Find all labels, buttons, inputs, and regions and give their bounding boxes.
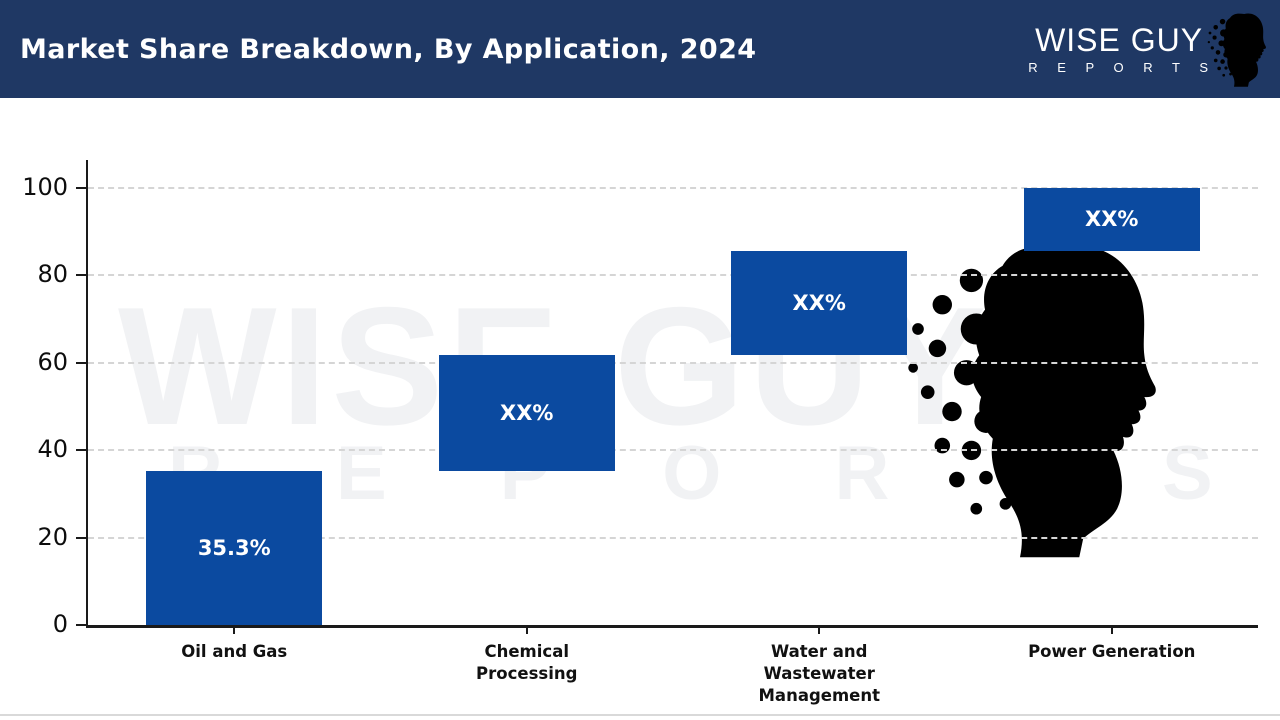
page-title: Market Share Breakdown, By Application, …: [20, 33, 757, 65]
gridline: [88, 449, 1258, 451]
bar-value-label: 35.3%: [197, 535, 271, 560]
header-bar: Market Share Breakdown, By Application, …: [0, 0, 1280, 98]
gridline: [88, 361, 1258, 364]
gridline: [88, 274, 1258, 276]
y-axis-tick: [76, 361, 88, 364]
y-axis-tick-label: 20: [37, 522, 68, 551]
bar-segment: XX%: [731, 250, 908, 355]
wiseguy-logo-name: WISE GUY: [1035, 21, 1204, 58]
x-axis-tick: [525, 625, 528, 634]
y-axis-tick: [76, 624, 88, 626]
x-axis-tick: [1110, 625, 1113, 634]
bar-segment: 35.3%: [146, 470, 323, 625]
bar-value-label: XX%: [792, 290, 846, 315]
plot-area: 0 20 40 60 80 100 35.3% Oil and Gas XX% Chemical …: [22, 160, 1258, 705]
x-axis-line: [86, 625, 1258, 628]
y-axis-tick-label: 60: [37, 347, 68, 376]
x-axis-category-label: Chemical Processing: [476, 642, 578, 683]
y-axis-tick: [76, 274, 88, 276]
x-axis-tick: [233, 625, 236, 634]
bottom-divider: [0, 714, 1280, 716]
bar-segment: XX%: [1023, 187, 1200, 251]
wiseguy-logo-text: WISE GUY R E P O R T S: [1022, 24, 1216, 75]
x-axis-tick: [818, 625, 821, 634]
y-axis-tick: [76, 536, 88, 539]
bar-value-label: XX%: [1085, 207, 1139, 232]
y-axis-line: [86, 160, 88, 627]
gridline: [88, 186, 1258, 189]
wiseguy-logo: WISE GUY R E P O R T S: [1022, 0, 1266, 98]
y-axis-tick-label: 80: [37, 260, 68, 288]
y-axis-tick-label: 40: [37, 435, 68, 463]
x-axis-category-label: Water and Wastewater Management: [758, 642, 880, 705]
watermark-dotted-head-icon: [908, 246, 1156, 558]
gridline: [88, 536, 1258, 539]
y-axis-tick-label: 100: [22, 172, 68, 201]
y-axis-tick: [76, 449, 88, 451]
x-axis-category-label: Power Generation: [1028, 642, 1196, 661]
bar-segment: XX%: [438, 354, 615, 471]
bar-value-label: XX%: [500, 400, 554, 425]
wiseguy-logo-tagline: R E P O R T S: [1028, 59, 1216, 75]
y-axis-tick-label: 0: [52, 610, 68, 638]
y-axis-tick: [76, 186, 88, 189]
x-axis-category-label: Oil and Gas: [181, 642, 288, 661]
